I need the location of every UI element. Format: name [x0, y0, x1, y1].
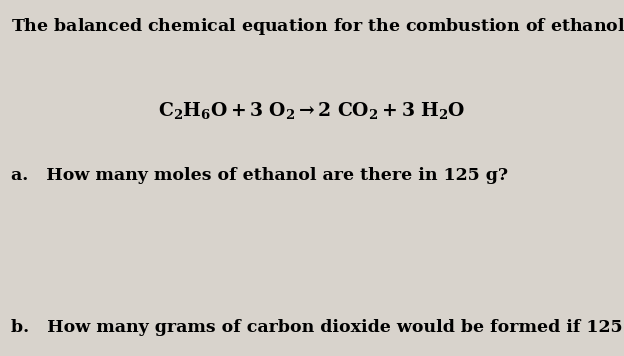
Text: a.   How many moles of ethanol are there in 125 g?: a. How many moles of ethanol are there i…: [11, 167, 508, 184]
Text: b.   How many grams of carbon dioxide would be formed if 125 g of ethanol: b. How many grams of carbon dioxide woul…: [11, 319, 624, 336]
Text: The balanced chemical equation for the combustion of ethanol ($\mathregular{C_2H: The balanced chemical equation for the c…: [11, 16, 624, 37]
Text: $\mathregular{C_2H_6O + 3\ O_2 \rightarrow 2\ CO_2 + 3\ H_2O}$: $\mathregular{C_2H_6O + 3\ O_2 \rightarr…: [158, 100, 466, 121]
